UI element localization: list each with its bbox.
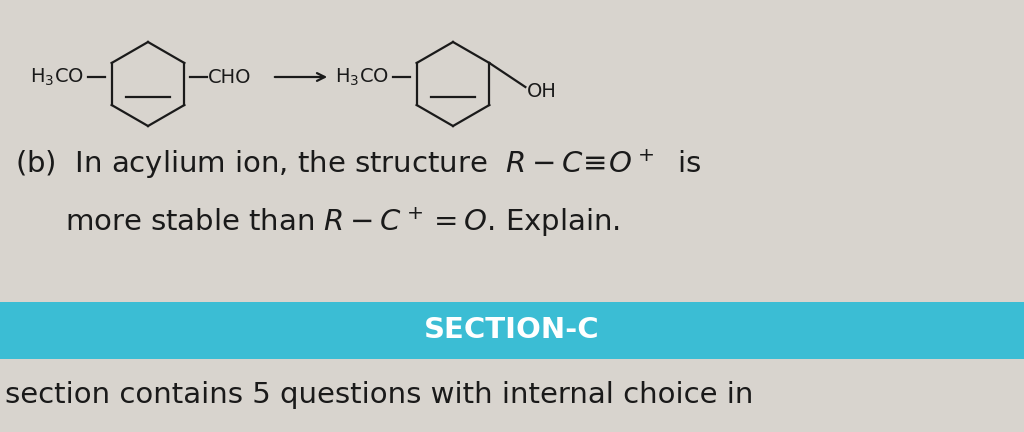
Text: more stable than $R-C^+=O$. Explain.: more stable than $R-C^+=O$. Explain. (65, 205, 621, 239)
Text: CHO: CHO (208, 67, 252, 86)
Text: (b)  In acylium ion, the structure  $R-C\!\equiv\!O^+$  is: (b) In acylium ion, the structure $R-C\!… (15, 147, 701, 181)
Text: H$_3$CO: H$_3$CO (30, 67, 84, 88)
Text: section contains 5 questions with internal choice in: section contains 5 questions with intern… (5, 381, 754, 409)
Text: OH: OH (527, 82, 557, 101)
Text: SECTION-C: SECTION-C (424, 317, 600, 344)
Polygon shape (0, 302, 1024, 359)
Text: H$_3$CO: H$_3$CO (335, 67, 389, 88)
